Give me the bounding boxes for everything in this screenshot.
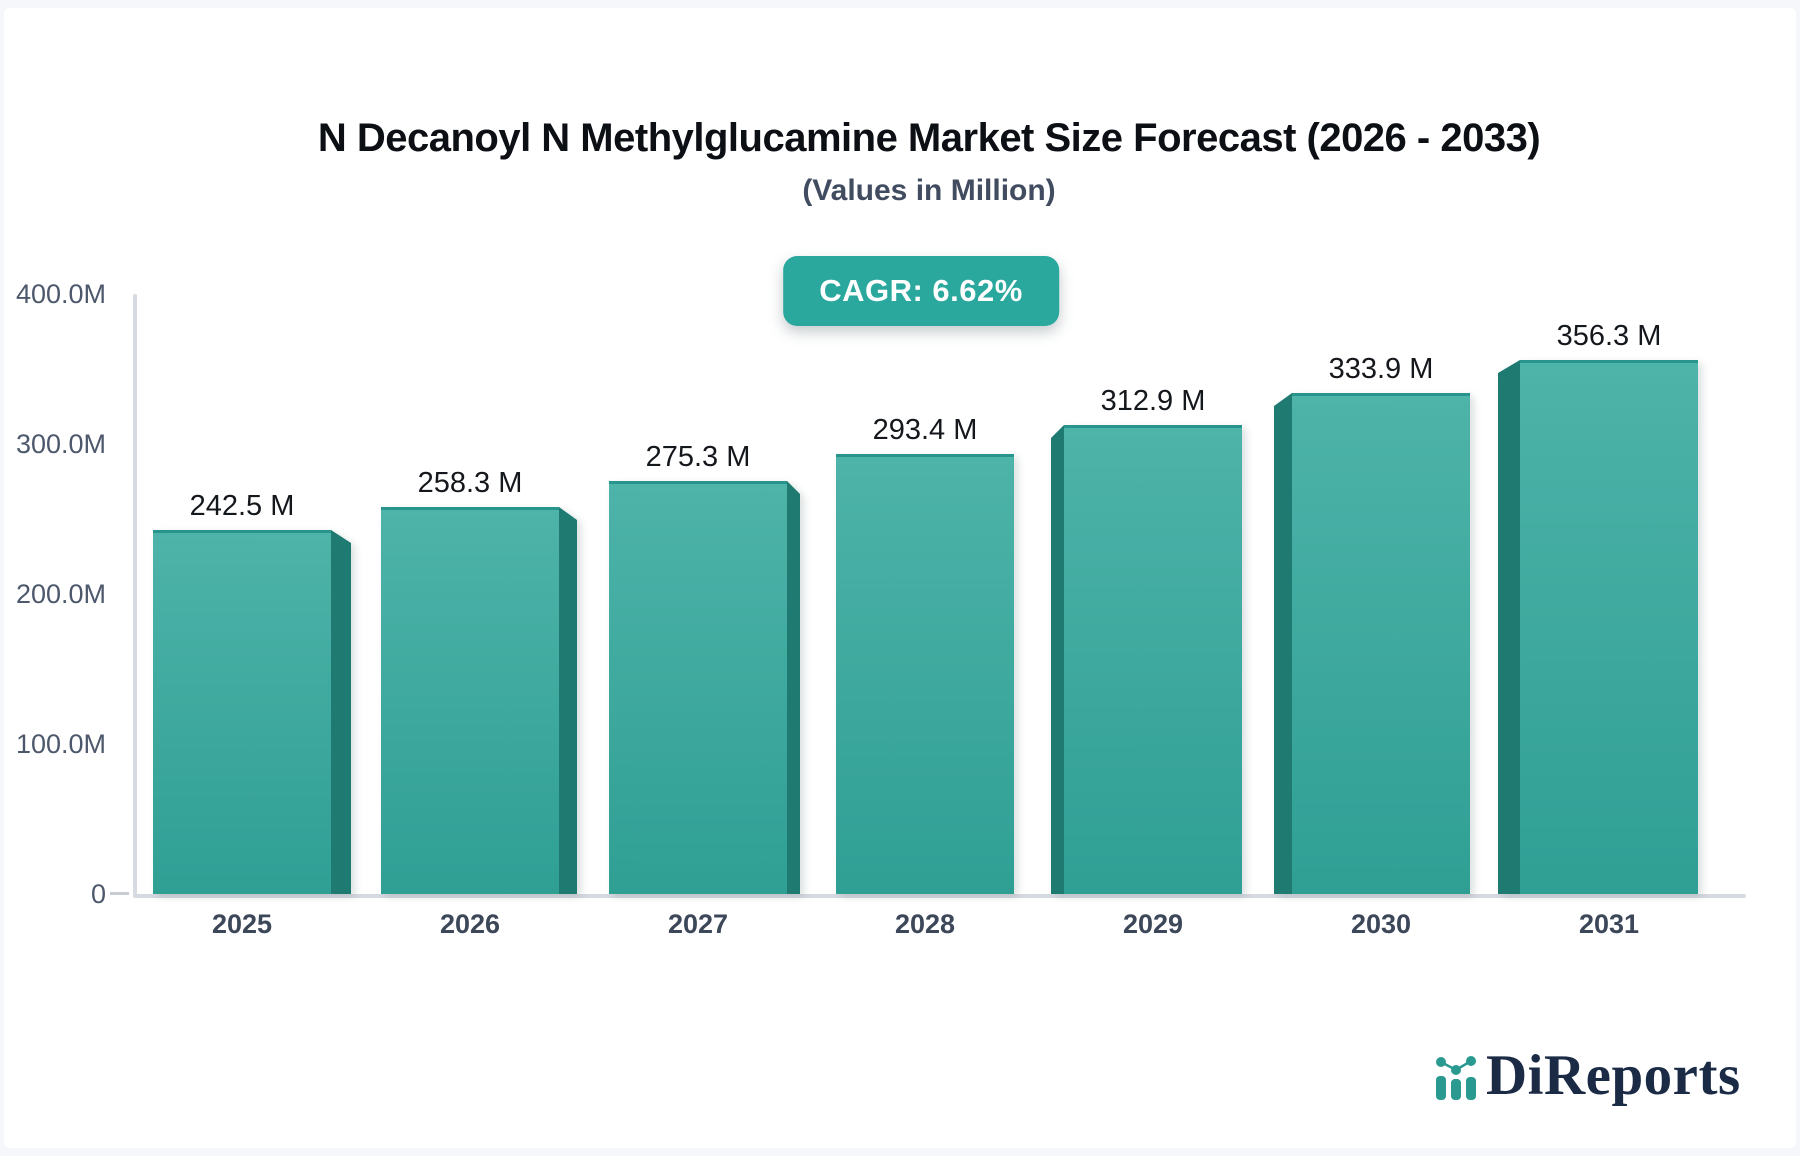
bar-2027 (609, 481, 800, 894)
bar-3d-side (559, 507, 577, 894)
bar-2030 (1274, 393, 1470, 894)
x-axis-label: 2025 (211, 909, 273, 939)
x-axis-label: 2030 (1350, 909, 1412, 939)
bar-face (1064, 425, 1242, 894)
bar-value-label: 275.3 M (645, 441, 751, 473)
direports-logo: DiReports (1432, 1036, 1741, 1106)
bar-2031 (1498, 360, 1698, 894)
bar-3d-side (1498, 360, 1520, 894)
y-axis-tick-label: 100.0M (15, 729, 106, 759)
bar-2029 (1051, 425, 1242, 894)
bar-value-label: 356.3 M (1556, 320, 1662, 352)
bar-value-label: 333.9 M (1328, 353, 1434, 385)
x-axis-baseline (133, 894, 1746, 898)
bar-face (1292, 393, 1470, 894)
bar-face (381, 507, 559, 894)
chart-card: N Decanoyl N Methylglucamine Market Size… (4, 8, 1796, 1148)
x-axis-label: 2026 (439, 909, 501, 939)
y-axis-tick-label: 400.0M (15, 279, 106, 309)
chart-subtitle: (Values in Million) (802, 174, 1056, 207)
bar-value-label: 258.3 M (417, 467, 523, 499)
y-axis-line (133, 294, 137, 898)
bar-face (1520, 360, 1698, 894)
y-axis-tick-label: 200.0M (15, 579, 106, 609)
x-axis-label: 2027 (667, 909, 729, 939)
y-axis-tick-label: 0 (90, 879, 106, 909)
x-axis-label: 2029 (1122, 909, 1184, 939)
logo-text: DiReports (1486, 1044, 1741, 1107)
bar-3d-side (787, 481, 800, 894)
x-axis-label: 2028 (894, 909, 956, 939)
bar-value-label: 242.5 M (189, 490, 295, 522)
bar-face (153, 530, 331, 894)
bar-value-label: 293.4 M (872, 414, 978, 446)
bar-2026 (381, 507, 577, 894)
mini-bar-line-chart-icon (1436, 1056, 1476, 1100)
bar-3d-side (1051, 425, 1064, 894)
bar-2028 (836, 454, 1014, 894)
bar-2025 (153, 530, 351, 894)
bar-value-label: 312.9 M (1100, 385, 1206, 417)
y-axis-tick-label: 300.0M (15, 429, 106, 459)
bar-chart-plot: 0 100.0M 200.0M 300.0M 400.0M 242.5 M 2025 258.… (4, 8, 1796, 1148)
chart-title: N Decanoyl N Methylglucamine Market Size… (317, 116, 1541, 160)
bar-3d-side (331, 530, 351, 894)
cagr-badge: CAGR: 6.62% (783, 256, 1059, 326)
zero-tick-mark (110, 892, 129, 895)
x-axis-label: 2031 (1578, 909, 1640, 939)
bar-3d-side (1274, 393, 1292, 894)
bar-face (609, 481, 787, 894)
bar-face (836, 454, 1014, 894)
